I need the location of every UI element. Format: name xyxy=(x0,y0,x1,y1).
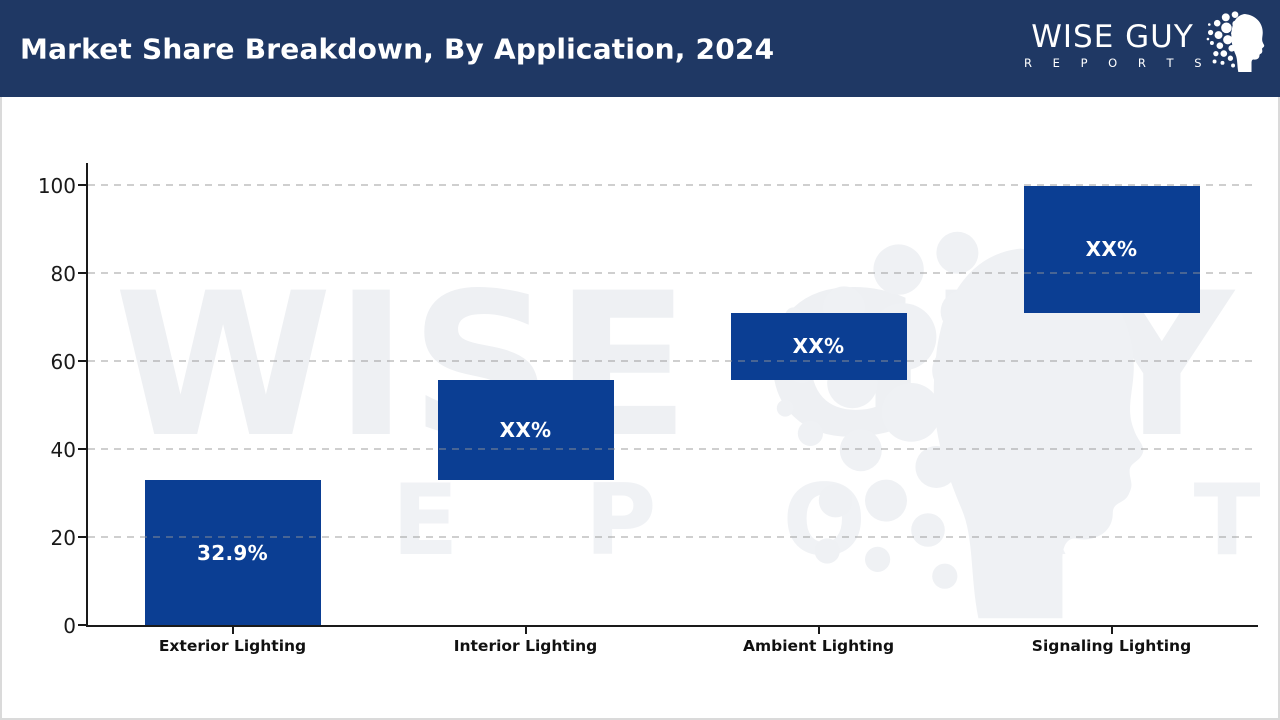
bar: 32.9% xyxy=(144,480,321,625)
y-tick xyxy=(78,624,86,626)
y-tick-label: 80 xyxy=(50,262,76,286)
y-grid-line xyxy=(88,536,1258,538)
header-band: Market Share Breakdown, By Application, … xyxy=(0,0,1280,97)
bar-value-label: 32.9% xyxy=(197,540,268,565)
logo-subtext: R E P O R T S xyxy=(1024,55,1210,70)
watermark-dotted-face-icon xyxy=(776,231,1144,619)
y-tick-label: 40 xyxy=(50,438,76,462)
x-axis-label: Exterior Lighting xyxy=(158,637,307,655)
x-tick xyxy=(1110,627,1113,634)
wise-guy-reports-logo: WISE GUY R E P O R T S xyxy=(1015,5,1270,85)
y-tick-label: 60 xyxy=(50,350,76,374)
y-tick xyxy=(78,536,86,538)
plot-layer: 0 20 40 60 80 100 32.9% Exterior Lighting XX% Int… xyxy=(2,97,1278,718)
y-tick xyxy=(78,184,86,186)
x-tick xyxy=(524,627,527,634)
x-axis-label: Interior Lighting xyxy=(453,637,598,655)
y-grid-line xyxy=(88,272,1258,274)
x-tick xyxy=(817,627,820,634)
x-axis-label: Ambient Lighting xyxy=(742,637,895,655)
bar: XX% xyxy=(437,379,614,481)
bar: XX% xyxy=(1023,185,1200,313)
logo-text: WISE GUY R E P O R T S xyxy=(1015,20,1210,69)
y-tick-label: 20 xyxy=(50,526,76,550)
bar: XX% xyxy=(730,312,907,380)
x-axis-line xyxy=(86,625,1258,627)
bar-value-label: XX% xyxy=(499,418,552,443)
x-tick xyxy=(231,627,234,634)
y-grid-line xyxy=(88,360,1258,362)
logo-wordmark: WISE GUY xyxy=(1031,19,1194,56)
bar-value-label: XX% xyxy=(1085,237,1138,262)
y-tick-label: 0 xyxy=(63,614,76,638)
bar-value-label: XX% xyxy=(792,334,845,359)
y-tick xyxy=(78,448,86,450)
y-grid-line xyxy=(88,448,1258,450)
dotted-face-logo-icon xyxy=(1206,11,1265,73)
y-tick xyxy=(78,360,86,362)
y-tick xyxy=(78,272,86,274)
y-grid-line xyxy=(88,184,1258,186)
y-tick-label: 100 xyxy=(37,174,76,198)
x-axis-label: Signaling Lighting xyxy=(1031,637,1192,655)
chart-title: Market Share Breakdown, By Application, … xyxy=(20,32,775,65)
chart-area: WISE GUY R E P O R T S 02040608010032.9%… xyxy=(0,97,1280,720)
y-axis-line xyxy=(86,163,88,627)
